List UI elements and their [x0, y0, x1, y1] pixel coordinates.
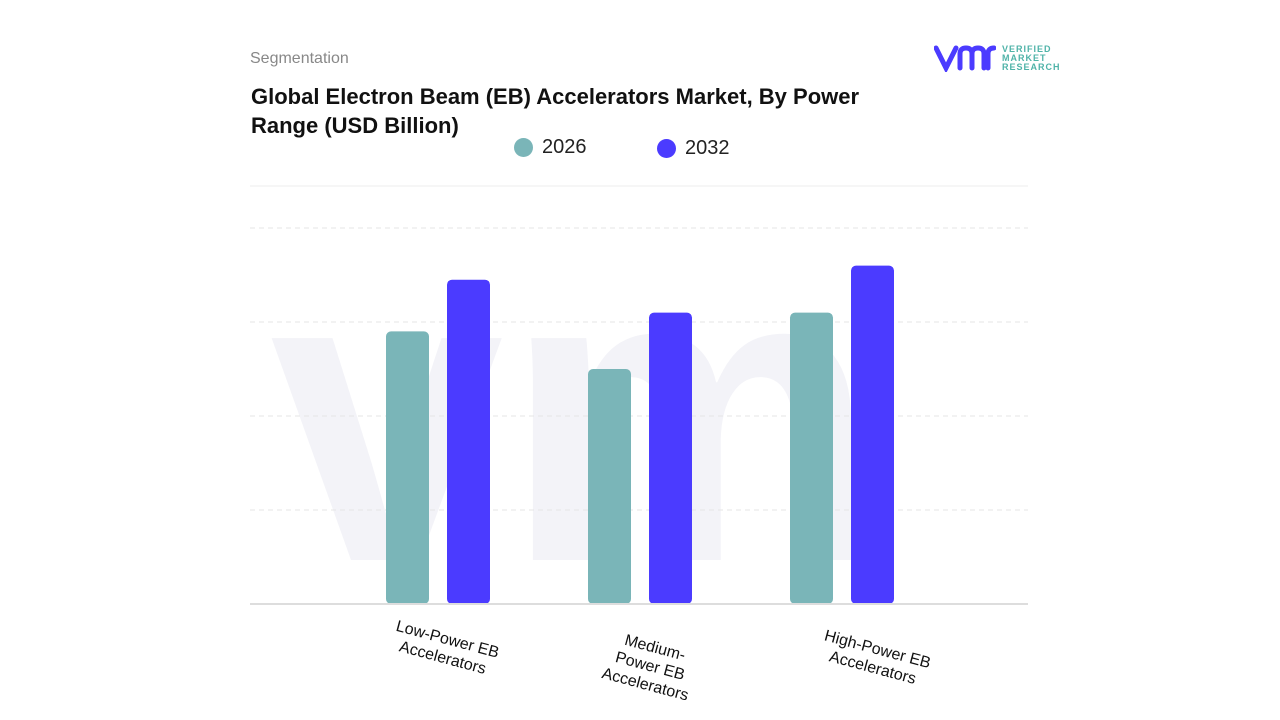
bar-2026-0 [386, 331, 429, 604]
chart-title: Global Electron Beam (EB) Accelerators M… [251, 84, 860, 138]
legend-item-2032: 2032 [657, 137, 730, 160]
legend-swatch [514, 138, 533, 157]
vmr-logo: VERIFIED MARKET RESEARCH [934, 44, 1061, 72]
vmr-logo-icon [934, 45, 996, 72]
legend-swatch [657, 139, 676, 158]
bar-2026-1 [588, 369, 631, 604]
section-label: Segmentation [250, 50, 349, 67]
bar-2032-2 [851, 265, 894, 604]
legend-item-2026: 2026 [514, 136, 587, 159]
bar-2032-1 [649, 312, 692, 604]
bar-2026-2 [790, 312, 833, 604]
bar-2032-0 [447, 279, 490, 604]
